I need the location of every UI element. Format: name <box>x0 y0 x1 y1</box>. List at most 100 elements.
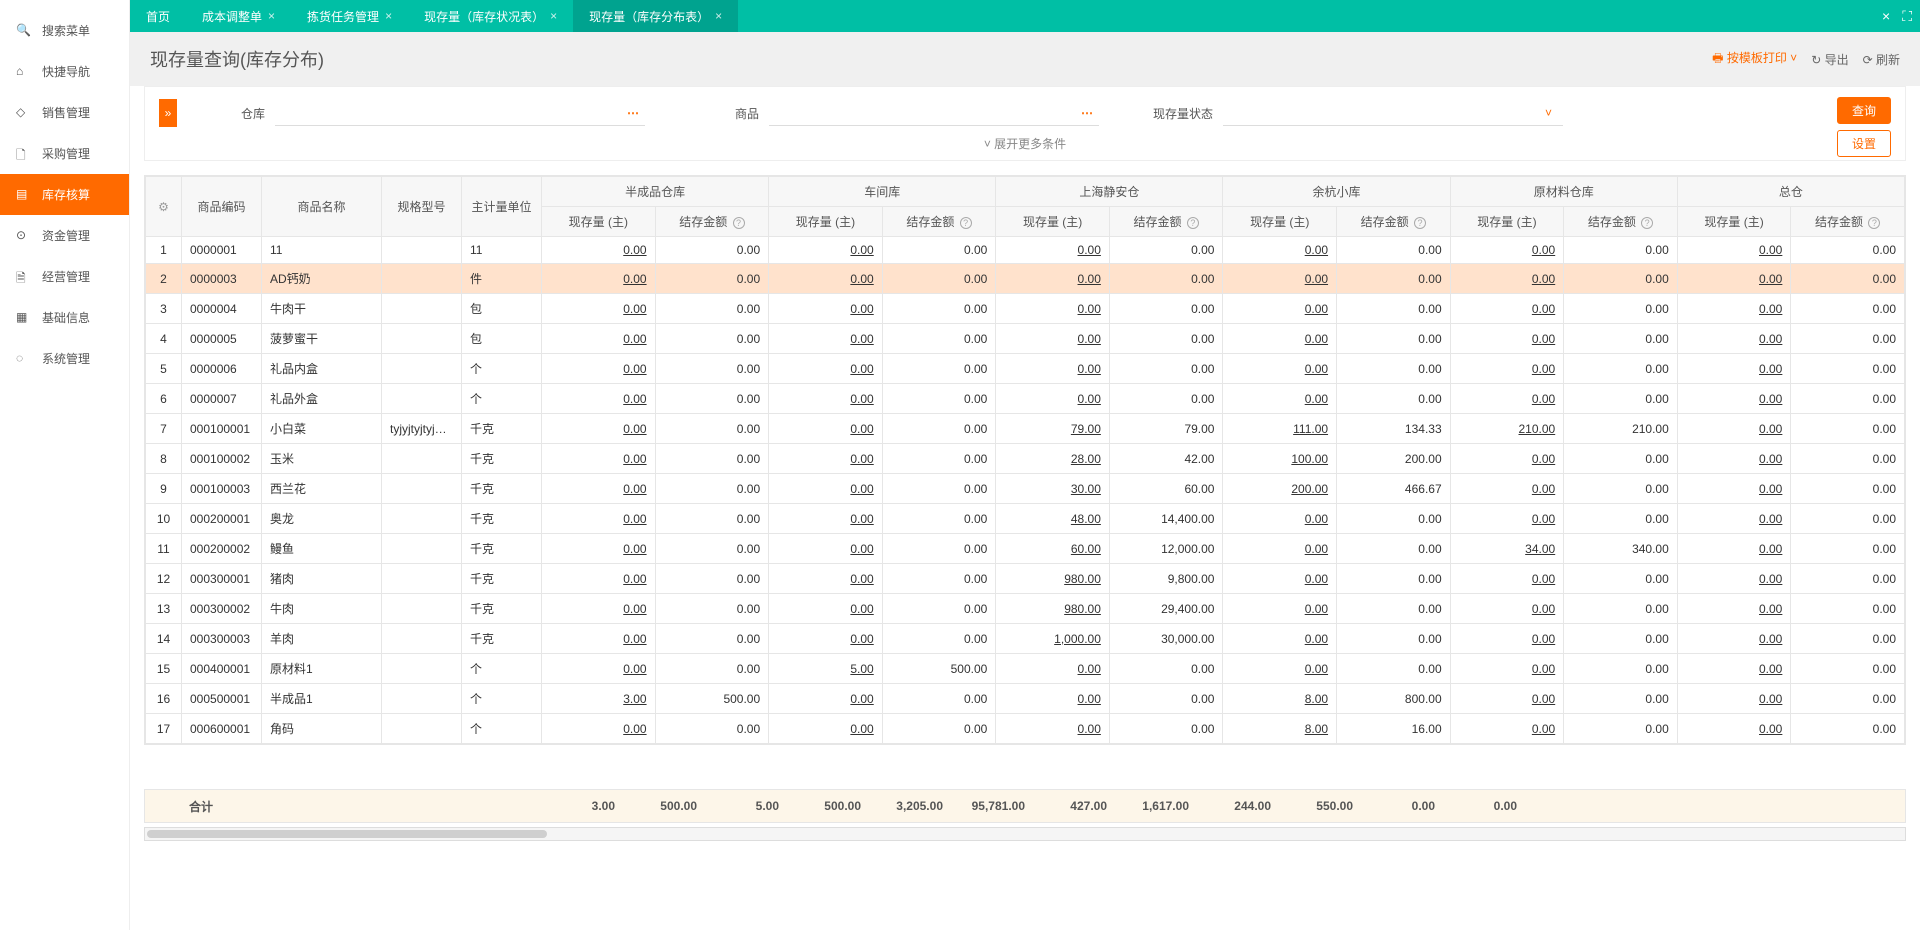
cell-qty[interactable]: 48.00 <box>996 504 1110 534</box>
cell-qty[interactable]: 0.00 <box>1450 594 1564 624</box>
cell-qty[interactable]: 0.00 <box>1223 534 1337 564</box>
cell-qty[interactable]: 0.00 <box>1223 354 1337 384</box>
table-row[interactable]: 8000100002玉米千克0.000.000.000.0028.0042.00… <box>146 444 1905 474</box>
sidebar-item-7[interactable]: ▦基础信息 <box>0 297 129 338</box>
cell-qty[interactable]: 0.00 <box>1677 444 1791 474</box>
table-row[interactable]: 20000003AD钙奶件0.000.000.000.000.000.000.0… <box>146 264 1905 294</box>
tab-expand-icon[interactable]: ⛶ <box>1902 8 1912 25</box>
cell-qty[interactable]: 0.00 <box>1450 504 1564 534</box>
cell-qty[interactable]: 980.00 <box>996 564 1110 594</box>
cell-qty[interactable]: 0.00 <box>1677 534 1791 564</box>
cell-qty[interactable]: 0.00 <box>996 324 1110 354</box>
help-icon[interactable]: ? <box>1641 217 1653 229</box>
table-row[interactable]: 15000400001原材料1个0.000.005.00500.000.000.… <box>146 654 1905 684</box>
gear-icon[interactable]: ⚙ <box>158 200 169 214</box>
product-picker-icon[interactable]: ⋯ <box>1081 106 1093 120</box>
cell-qty[interactable]: 200.00 <box>1223 474 1337 504</box>
cell-qty[interactable]: 0.00 <box>769 474 883 504</box>
cell-qty[interactable]: 0.00 <box>1450 237 1564 264</box>
cell-qty[interactable]: 0.00 <box>542 384 656 414</box>
cell-qty[interactable]: 0.00 <box>996 654 1110 684</box>
print-button[interactable]: 🖶 按模板打印 ˅ <box>1712 49 1797 70</box>
cell-qty[interactable]: 100.00 <box>1223 444 1337 474</box>
cell-qty[interactable]: 0.00 <box>996 684 1110 714</box>
cell-qty[interactable]: 0.00 <box>996 237 1110 264</box>
cell-qty[interactable]: 0.00 <box>769 624 883 654</box>
cell-qty[interactable]: 0.00 <box>996 384 1110 414</box>
cell-qty[interactable]: 0.00 <box>769 504 883 534</box>
cell-qty[interactable]: 0.00 <box>769 324 883 354</box>
cell-qty[interactable]: 0.00 <box>1223 324 1337 354</box>
cell-qty[interactable]: 0.00 <box>542 504 656 534</box>
cell-qty[interactable]: 0.00 <box>769 264 883 294</box>
warehouse-picker-icon[interactable]: ⋯ <box>627 106 639 120</box>
tab-close-icon[interactable]: × <box>715 9 722 23</box>
sidebar-item-1[interactable]: ⌂快捷导航 <box>0 51 129 92</box>
status-input[interactable] <box>1223 100 1563 126</box>
cell-qty[interactable]: 0.00 <box>1223 237 1337 264</box>
cell-qty[interactable]: 0.00 <box>1450 564 1564 594</box>
cell-qty[interactable]: 0.00 <box>769 594 883 624</box>
cell-qty[interactable]: 0.00 <box>1223 564 1337 594</box>
cell-qty[interactable]: 0.00 <box>1677 684 1791 714</box>
cell-qty[interactable]: 0.00 <box>1450 714 1564 744</box>
cell-qty[interactable]: 0.00 <box>542 714 656 744</box>
cell-qty[interactable]: 111.00 <box>1223 414 1337 444</box>
cell-qty[interactable]: 60.00 <box>996 534 1110 564</box>
cell-qty[interactable]: 0.00 <box>542 624 656 654</box>
cell-qty[interactable]: 0.00 <box>1450 384 1564 414</box>
horizontal-scrollbar[interactable] <box>144 827 1906 841</box>
cell-qty[interactable]: 0.00 <box>769 354 883 384</box>
cell-qty[interactable]: 0.00 <box>542 534 656 564</box>
cell-qty[interactable]: 0.00 <box>542 264 656 294</box>
cell-qty[interactable]: 0.00 <box>542 594 656 624</box>
cell-qty[interactable]: 8.00 <box>1223 684 1337 714</box>
product-input[interactable] <box>769 100 1099 126</box>
sidebar-item-0[interactable]: 🔍搜索菜单 <box>0 10 129 51</box>
cell-qty[interactable]: 0.00 <box>769 534 883 564</box>
cell-qty[interactable]: 0.00 <box>996 354 1110 384</box>
cell-qty[interactable]: 0.00 <box>1450 684 1564 714</box>
cell-qty[interactable]: 79.00 <box>996 414 1110 444</box>
query-button[interactable]: 查询 <box>1837 97 1891 124</box>
sidebar-item-2[interactable]: ◇销售管理 <box>0 92 129 133</box>
tab-0[interactable]: 首页 <box>130 0 186 32</box>
table-row[interactable]: 17000600001角码个0.000.000.000.000.000.008.… <box>146 714 1905 744</box>
cell-qty[interactable]: 0.00 <box>1223 384 1337 414</box>
tab-1[interactable]: 成本调整单× <box>186 0 291 32</box>
warehouse-input[interactable] <box>275 100 645 126</box>
cell-qty[interactable]: 0.00 <box>1223 594 1337 624</box>
cell-qty[interactable]: 0.00 <box>1450 354 1564 384</box>
cell-qty[interactable]: 0.00 <box>1677 414 1791 444</box>
cell-qty[interactable]: 0.00 <box>1223 264 1337 294</box>
cell-qty[interactable]: 0.00 <box>1677 294 1791 324</box>
cell-qty[interactable]: 0.00 <box>1677 714 1791 744</box>
tab-2[interactable]: 拣货任务管理× <box>291 0 408 32</box>
cell-qty[interactable]: 0.00 <box>542 324 656 354</box>
help-icon[interactable]: ? <box>1868 217 1880 229</box>
cell-qty[interactable]: 0.00 <box>996 264 1110 294</box>
cell-qty[interactable]: 0.00 <box>542 654 656 684</box>
table-row[interactable]: 40000005菠萝蜜干包0.000.000.000.000.000.000.0… <box>146 324 1905 354</box>
table-row[interactable]: 50000006礼品内盒个0.000.000.000.000.000.000.0… <box>146 354 1905 384</box>
cell-qty[interactable]: 0.00 <box>1677 594 1791 624</box>
tab-close-icon[interactable]: × <box>268 9 275 23</box>
table-row[interactable]: 1000000111110.000.000.000.000.000.000.00… <box>146 237 1905 264</box>
cell-qty[interactable]: 0.00 <box>996 294 1110 324</box>
cell-qty[interactable]: 0.00 <box>1450 474 1564 504</box>
cell-qty[interactable]: 0.00 <box>1223 654 1337 684</box>
sidebar-item-3[interactable]: 🗋采购管理 <box>0 133 129 174</box>
table-row[interactable]: 11000200002鳗鱼千克0.000.000.000.0060.0012,0… <box>146 534 1905 564</box>
refresh-button[interactable]: ⟳ 刷新 <box>1863 51 1900 68</box>
cell-qty[interactable]: 980.00 <box>996 594 1110 624</box>
cell-qty[interactable]: 0.00 <box>542 564 656 594</box>
cell-qty[interactable]: 0.00 <box>769 237 883 264</box>
cell-qty[interactable]: 0.00 <box>1677 564 1791 594</box>
cell-qty[interactable]: 0.00 <box>542 294 656 324</box>
cell-qty[interactable]: 0.00 <box>1677 474 1791 504</box>
cell-qty[interactable]: 0.00 <box>542 237 656 264</box>
status-dropdown-icon[interactable]: ˅ <box>1545 106 1552 120</box>
tab-3[interactable]: 现存量（库存状况表）× <box>408 0 573 32</box>
cell-qty[interactable]: 0.00 <box>542 444 656 474</box>
table-row[interactable]: 10000200001奥龙千克0.000.000.000.0048.0014,4… <box>146 504 1905 534</box>
